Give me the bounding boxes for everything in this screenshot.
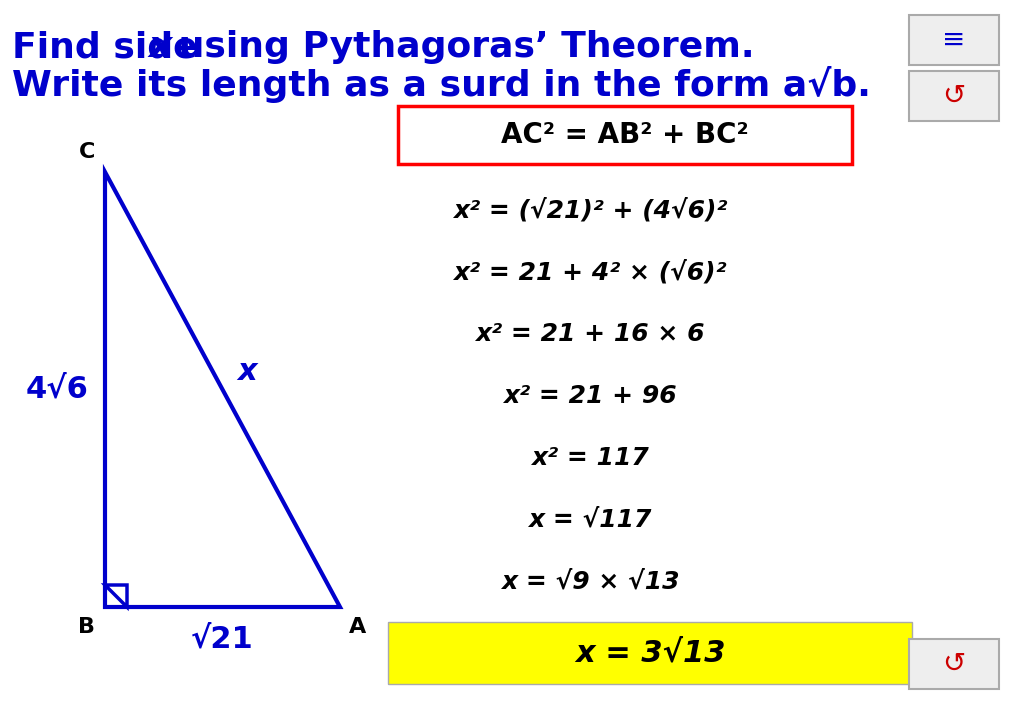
Text: B: B bbox=[78, 617, 96, 637]
FancyBboxPatch shape bbox=[909, 639, 999, 689]
Text: AC² = AB² + BC²: AC² = AB² + BC² bbox=[501, 121, 749, 149]
Text: √21: √21 bbox=[191, 625, 254, 654]
Text: x² = 21 + 96: x² = 21 + 96 bbox=[503, 384, 677, 408]
Text: x = √117: x = √117 bbox=[528, 508, 651, 532]
Text: x² = 117: x² = 117 bbox=[531, 446, 649, 470]
Text: x² = 21 + 4² × (√6)²: x² = 21 + 4² × (√6)² bbox=[453, 260, 726, 284]
Text: Write its length as a surd in the form a√b.: Write its length as a surd in the form a… bbox=[12, 66, 871, 103]
Text: x = √9 × √13: x = √9 × √13 bbox=[501, 570, 680, 594]
Text: ≡: ≡ bbox=[943, 26, 965, 54]
FancyBboxPatch shape bbox=[909, 71, 999, 121]
Text: using Pythagoras’ Theorem.: using Pythagoras’ Theorem. bbox=[166, 30, 755, 64]
Text: x² = 21 + 16 × 6: x² = 21 + 16 × 6 bbox=[475, 322, 705, 346]
Text: Find side: Find side bbox=[12, 30, 210, 64]
Text: A: A bbox=[350, 617, 367, 637]
FancyBboxPatch shape bbox=[388, 622, 912, 684]
Text: ↺: ↺ bbox=[943, 82, 965, 110]
Text: x = 3√13: x = 3√13 bbox=[575, 639, 725, 668]
FancyBboxPatch shape bbox=[909, 15, 999, 65]
Text: ↺: ↺ bbox=[943, 650, 965, 678]
Text: 4√6: 4√6 bbox=[25, 375, 88, 404]
Text: C: C bbox=[79, 142, 96, 162]
Text: x: x bbox=[238, 357, 257, 386]
FancyBboxPatch shape bbox=[398, 106, 852, 164]
Text: x² = (√21)² + (4√6)²: x² = (√21)² + (4√6)² bbox=[453, 198, 727, 223]
Text: x: x bbox=[148, 30, 172, 64]
